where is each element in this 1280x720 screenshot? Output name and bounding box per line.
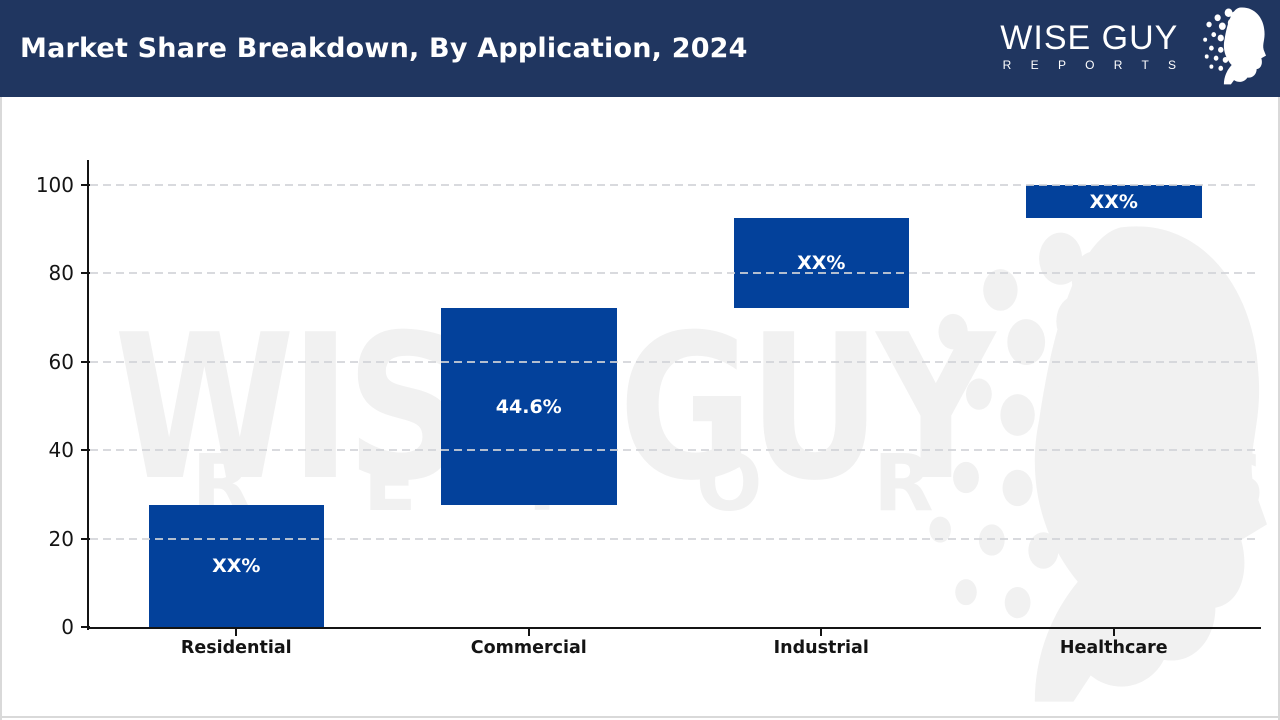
gridline: [90, 184, 1260, 187]
chart-title: Market Share Breakdown, By Application, …: [20, 33, 748, 64]
y-tick-label: 80: [48, 261, 74, 286]
x-tick-mark: [527, 628, 530, 636]
category-label-industrial: Industrial: [773, 638, 869, 658]
gridline: [90, 537, 1260, 540]
y-tick-label: 0: [61, 615, 74, 639]
y-tick-mark: [81, 272, 90, 275]
logo-head-icon: [1203, 7, 1266, 85]
category-label-residential: Residential: [180, 638, 292, 658]
bar-value-label: XX%: [1089, 190, 1138, 213]
bar-commercial: 44.6%: [441, 308, 617, 506]
y-tick-mark: [81, 449, 90, 452]
y-tick-mark: [81, 537, 90, 540]
y-tick-label: 100: [35, 173, 74, 198]
chart-body: WISE GUY R E P O R T S 0 20 40 60 80 100 XX% 4…: [0, 97, 1280, 720]
x-category-labels: Residential Commercial Industrial Healthcar…: [90, 638, 1260, 668]
bar-industrial: XX%: [733, 218, 909, 309]
y-tick-mark: [81, 626, 90, 628]
y-tick-labels: 0 20 40 60 80 100: [2, 163, 74, 637]
logo: WISE GUY R E P O R T S: [995, 6, 1266, 86]
bar-value-label: 44.6%: [495, 395, 562, 418]
category-label-commercial: Commercial: [470, 638, 587, 658]
logo-wordmark: WISE GUY: [1000, 19, 1179, 58]
y-tick-mark: [81, 360, 90, 363]
x-axis-line: [87, 627, 1261, 629]
y-axis-line: [87, 160, 89, 630]
y-tick-label: 40: [48, 438, 74, 463]
gridline: [90, 272, 1260, 275]
y-tick-mark: [81, 184, 90, 187]
y-tick-label: 20: [48, 526, 74, 551]
logo-text: WISE GUY R E P O R T S: [995, 19, 1184, 72]
plot-area: XX% 44.6% XX% XX%: [81, 163, 1260, 636]
gridline: [90, 449, 1260, 452]
x-tick-mark: [820, 628, 823, 636]
watermark-head-icon: [920, 226, 1267, 702]
gridline: [90, 360, 1260, 363]
bar-value-label: XX%: [212, 555, 261, 578]
category-label-healthcare: Healthcare: [1059, 638, 1168, 658]
header: Market Share Breakdown, By Application, …: [0, 0, 1280, 97]
logo-subtitle: R E P O R T S: [1002, 57, 1184, 72]
x-tick-mark: [1112, 628, 1115, 636]
bar-value-label: XX%: [797, 252, 846, 275]
bar-healthcare: XX%: [1026, 185, 1202, 219]
x-tick-mark: [235, 628, 238, 636]
y-tick-label: 60: [48, 349, 74, 374]
bar-residential: XX%: [148, 505, 324, 627]
